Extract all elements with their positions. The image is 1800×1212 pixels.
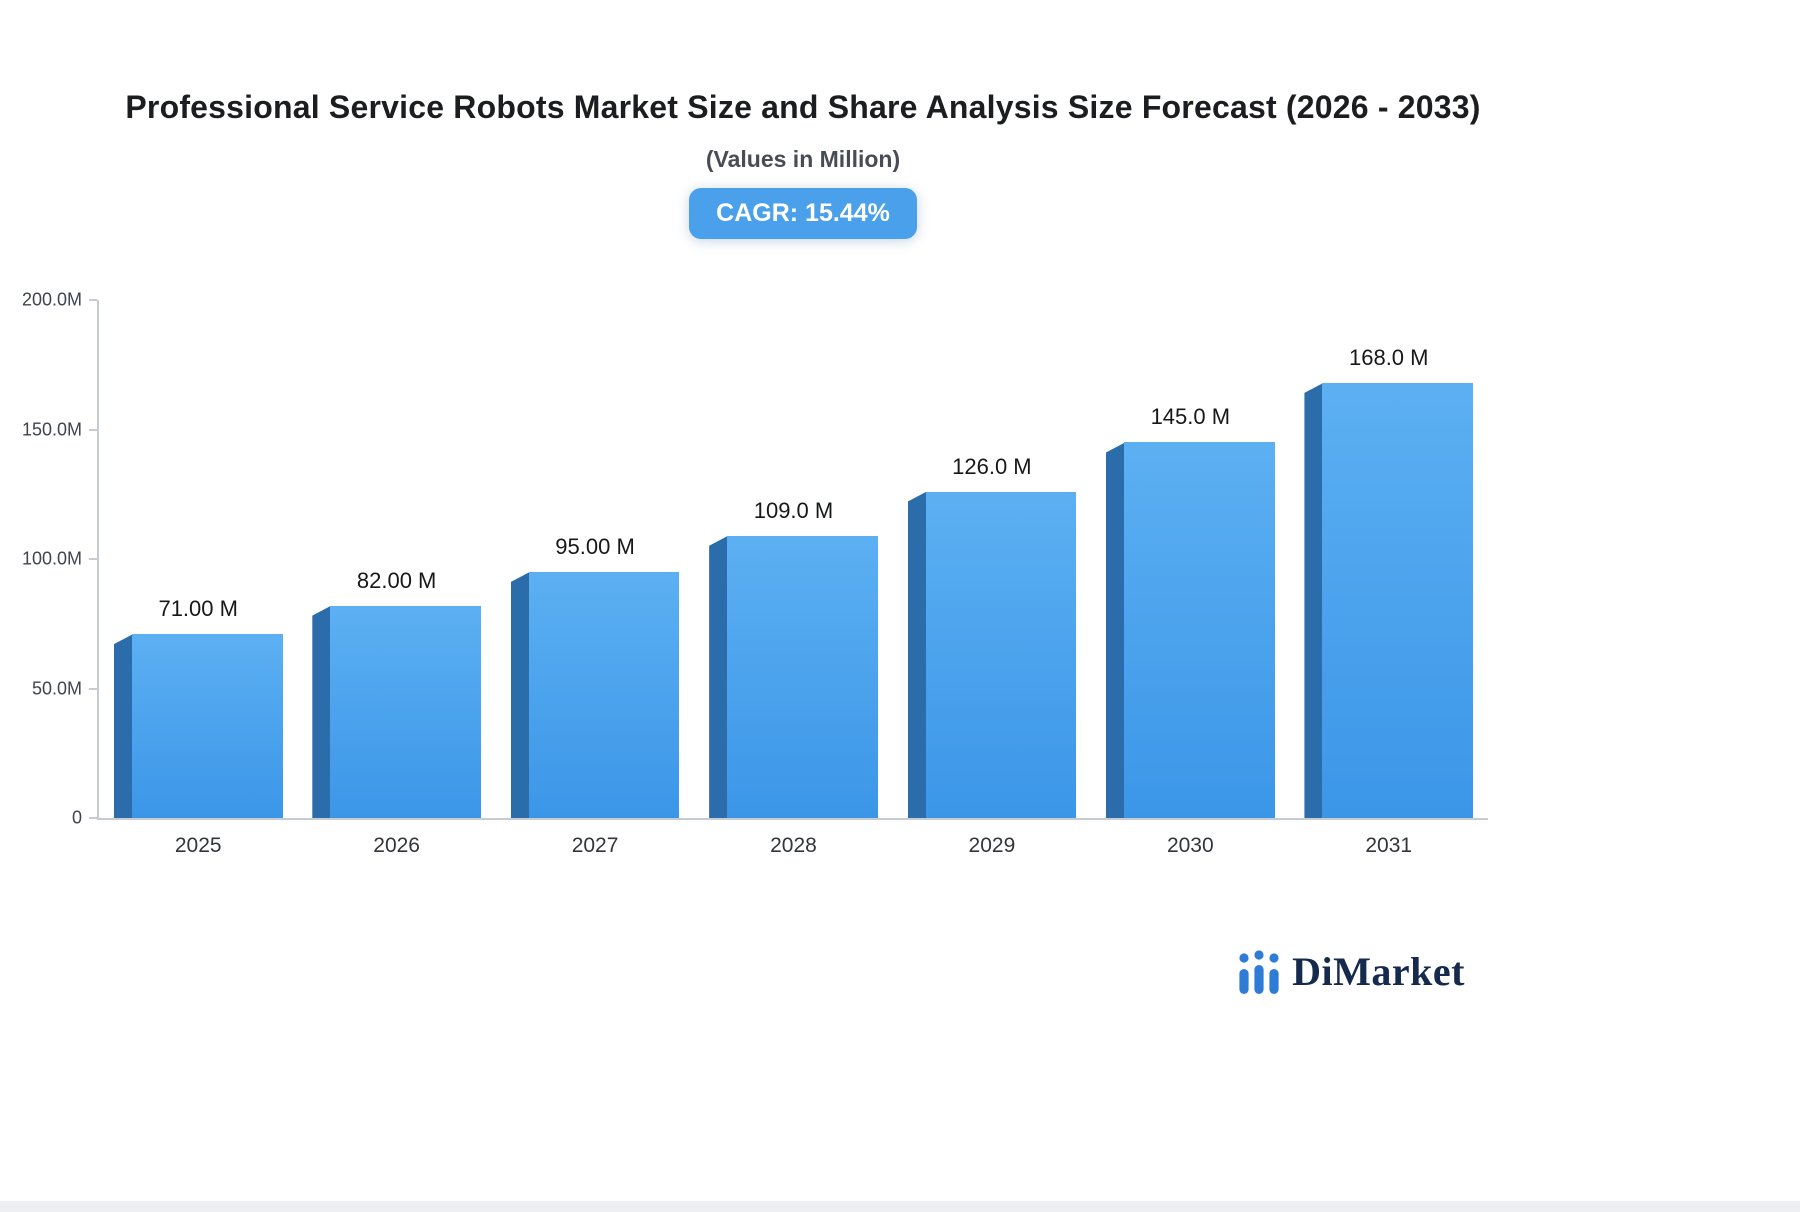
- bar-front-face: [727, 535, 878, 818]
- y-tick-mark: [89, 687, 97, 690]
- y-tick-mark: [89, 558, 97, 560]
- x-axis-label: 2031: [1365, 834, 1413, 857]
- x-axis: 2025 2026 2027 2028 2029 2030 2031: [99, 834, 1488, 858]
- bar-column: 109.0 M: [694, 300, 892, 818]
- chart-header: Professional Service Robots Market Size …: [0, 84, 1606, 240]
- bar-side-face: [709, 535, 729, 818]
- bar-value-label: 168.0 M: [1348, 344, 1429, 370]
- x-axis-label: 2030: [1166, 834, 1214, 857]
- bottom-strip: [0, 1201, 1800, 1212]
- y-tick-label: 50.0M: [31, 678, 82, 698]
- y-tick-mark: [89, 428, 97, 431]
- x-axis-label: 2026: [373, 834, 420, 857]
- bar-front-face: [131, 634, 283, 818]
- chart-title: Professional Service Robots Market Size …: [125, 89, 1481, 125]
- bar: 71.00 M: [113, 596, 283, 818]
- bar-side-face: [1105, 442, 1125, 818]
- bar-column: 145.0 M: [1091, 300, 1289, 818]
- bar: 95.00 M: [510, 534, 680, 818]
- plot-area: 71.00 M 82.00 M 95.00 M 109.0 M 126.0 M 145.0…: [99, 300, 1488, 818]
- y-tick-label: 100.0M: [21, 548, 82, 569]
- y-tick-mark: [89, 299, 97, 301]
- brand-logo: DiMarket: [1236, 948, 1465, 995]
- bar-front-face: [1123, 442, 1275, 818]
- bar-value-label: 109.0 M: [753, 497, 834, 523]
- bar-side-face: [1304, 382, 1324, 818]
- bar-column: 82.00 M: [297, 300, 495, 818]
- bar-front-face: [1322, 382, 1474, 818]
- bar-column: 71.00 M: [99, 300, 297, 818]
- bar-chart: 71.00 M 82.00 M 95.00 M 109.0 M 126.0 M 145.0…: [22, 290, 1488, 857]
- bar-column: 95.00 M: [496, 300, 694, 818]
- y-tick-label: 200.0M: [21, 289, 82, 310]
- bar-front-face: [528, 571, 680, 818]
- x-axis-label: 2028: [770, 834, 817, 857]
- bar: 82.00 M: [312, 568, 481, 818]
- bar: 145.0 M: [1105, 404, 1275, 818]
- bar-value-label: 82.00 M: [356, 567, 437, 593]
- bar: 109.0 M: [709, 498, 878, 818]
- bar-column: 168.0 M: [1290, 300, 1488, 818]
- y-tick-mark: [89, 817, 97, 819]
- bar-column: 126.0 M: [893, 300, 1091, 818]
- chart-subtitle: (Values in Million): [705, 146, 901, 173]
- x-axis-label: 2025: [174, 834, 222, 857]
- bar-side-face: [113, 634, 133, 818]
- bar-side-face: [907, 491, 927, 818]
- x-axis-label: 2027: [571, 834, 619, 857]
- bar: 168.0 M: [1304, 345, 1474, 818]
- bar-side-face: [510, 571, 530, 818]
- cagr-badge: CAGR: 15.44%: [689, 188, 917, 240]
- bar-value-label: 95.00 M: [555, 533, 635, 559]
- bar-value-label: 71.00 M: [158, 596, 238, 622]
- bar-front-face: [330, 605, 481, 818]
- bar: 126.0 M: [907, 454, 1077, 818]
- bar-value-label: 126.0 M: [952, 453, 1032, 479]
- bar-value-label: 145.0 M: [1150, 404, 1231, 430]
- dimarket-logo-icon: [1239, 949, 1279, 994]
- x-axis-label: 2029: [968, 834, 1016, 857]
- y-tick-label: 0: [71, 807, 82, 828]
- bar-front-face: [925, 491, 1077, 818]
- bar-side-face: [312, 605, 332, 818]
- brand-name: DiMarket: [1292, 949, 1465, 994]
- y-tick-label: 150.0M: [21, 419, 82, 439]
